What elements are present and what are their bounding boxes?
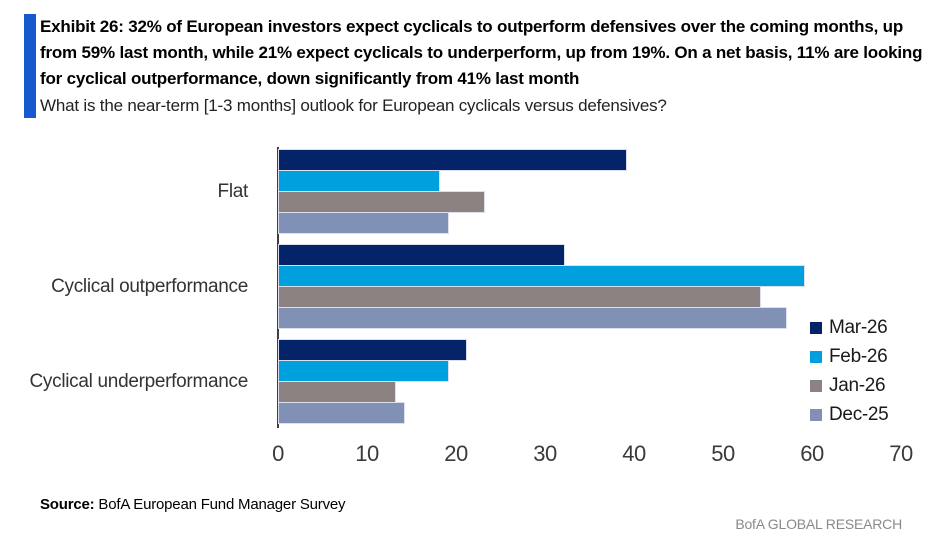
title-accent-bar <box>24 14 36 118</box>
x-axis-tick-label: 60 <box>800 441 824 466</box>
legend-swatch-icon <box>810 408 822 421</box>
bar-dec-25-1 <box>279 308 787 328</box>
category-label: Cyclical outperformance <box>51 276 248 297</box>
survey-question: What is the near-term [1-3 months] outlo… <box>40 96 667 115</box>
legend-item-feb-26: Feb-26 <box>810 342 888 371</box>
legend-item-mar-26: Mar-26 <box>810 313 888 342</box>
legend-swatch-icon <box>810 379 822 392</box>
bar-dec-25-0 <box>279 213 449 233</box>
legend-label: Mar-26 <box>829 316 888 338</box>
x-axis-tick-label: 40 <box>622 441 646 466</box>
y-axis-line <box>277 147 279 428</box>
bar-jan-26-0 <box>279 192 484 212</box>
x-axis-tick-label: 0 <box>272 441 284 466</box>
x-axis-tick-label: 50 <box>711 441 735 466</box>
x-axis-tick-label: 30 <box>533 441 557 466</box>
bar-feb-26-0 <box>279 171 440 191</box>
bar-mar-26-0 <box>279 150 627 170</box>
x-axis-tick-label: 70 <box>889 441 913 466</box>
legend-label: Feb-26 <box>829 345 888 367</box>
bar-dec-25-2 <box>279 403 404 423</box>
legend-swatch-icon <box>810 350 822 363</box>
bar-mar-26-2 <box>279 340 466 360</box>
exhibit-header: Exhibit 26: 32% of European investors ex… <box>24 14 923 118</box>
x-axis-tick-label: 20 <box>444 441 468 466</box>
bar-feb-26-2 <box>279 361 449 381</box>
legend: Mar-26 Feb-26 Jan-26 Dec-25 <box>810 313 889 429</box>
legend-label: Jan-26 <box>829 374 886 396</box>
category-label: Flat <box>217 181 249 202</box>
legend-item-dec-25: Dec-25 <box>810 400 889 429</box>
x-axis-tick-label: 10 <box>355 441 379 466</box>
title-text-block: Exhibit 26: 32% of European investors ex… <box>40 14 924 118</box>
source-text: BofA European Fund Manager Survey <box>94 496 346 513</box>
source-line: Source: BofA European Fund Manager Surve… <box>40 496 346 513</box>
bar-feb-26-1 <box>279 266 805 286</box>
legend-label: Dec-25 <box>829 403 889 425</box>
legend-swatch-icon <box>810 321 822 334</box>
bar-mar-26-1 <box>279 245 564 265</box>
exhibit-title: Exhibit 26: 32% of European investors ex… <box>40 17 923 88</box>
source-label: Source: <box>40 496 95 513</box>
bar-jan-26-1 <box>279 287 760 307</box>
legend-item-jan-26: Jan-26 <box>810 371 888 400</box>
bar-jan-26-2 <box>279 382 395 402</box>
category-label: Cyclical underperformance <box>29 371 249 392</box>
bofa-global-research-branding: BofA GLOBAL RESEARCH <box>735 516 902 532</box>
